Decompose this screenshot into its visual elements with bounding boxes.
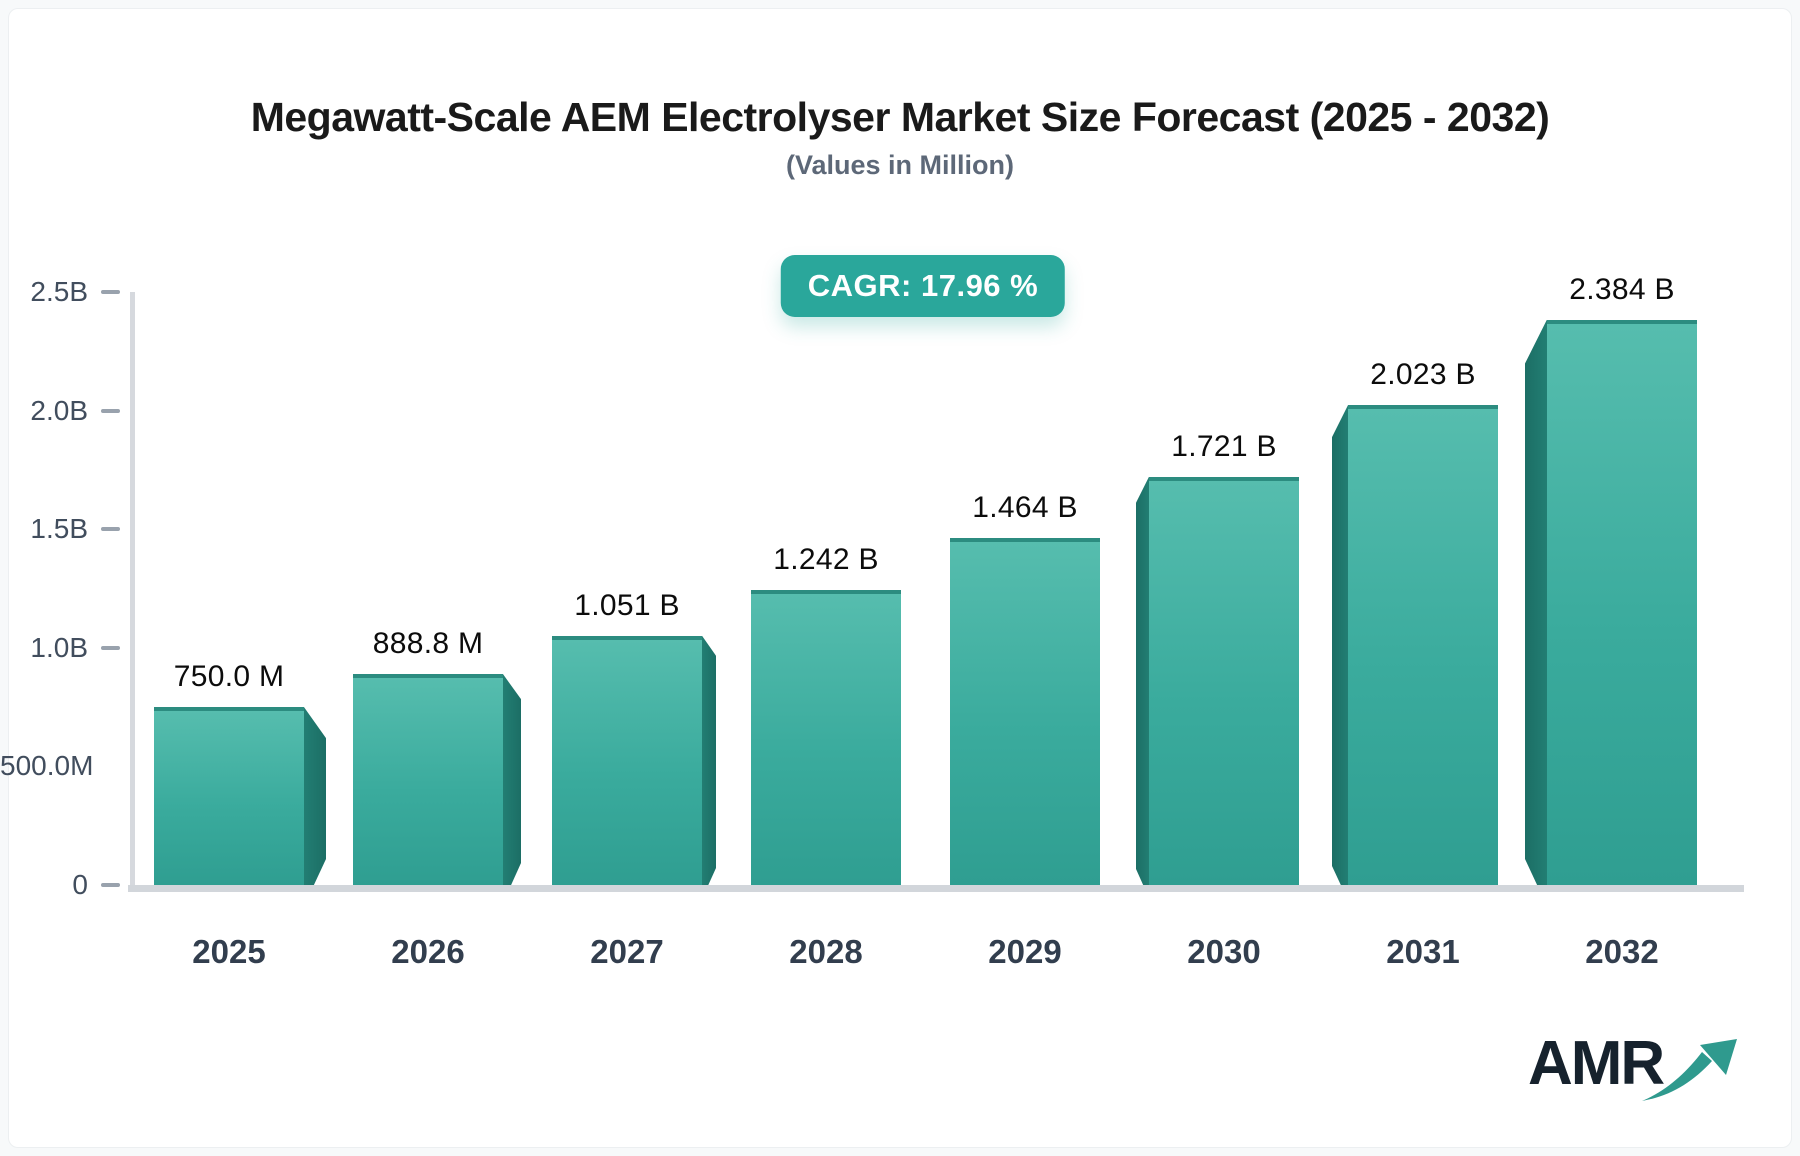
bar-value-label-2029: 1.464 B bbox=[972, 490, 1078, 524]
x-tick-label-2030: 2030 bbox=[1187, 933, 1261, 970]
bar-value-label-2031: 2.023 B bbox=[1370, 358, 1476, 392]
bar-face bbox=[552, 635, 702, 885]
y-tick-mark bbox=[101, 645, 120, 650]
x-tick-label-2025: 2025 bbox=[192, 933, 266, 970]
chart-title: Megawatt-Scale AEM Electrolyser Market S… bbox=[250, 94, 1550, 140]
bar-face bbox=[751, 590, 901, 885]
x-tick-label-2026: 2026 bbox=[391, 933, 465, 970]
bar-value-label-2032: 2.384 B bbox=[1569, 272, 1675, 306]
bar-value-label-2027: 1.051 B bbox=[574, 588, 680, 622]
amr-logo: AMR bbox=[1528, 1029, 1737, 1113]
bar-2026 bbox=[353, 674, 521, 885]
bar-2031 bbox=[1332, 405, 1498, 885]
bar-3d-side bbox=[1332, 405, 1348, 885]
bar-value-label-2030: 1.721 B bbox=[1171, 429, 1277, 463]
x-tick-label-2027: 2027 bbox=[590, 933, 664, 970]
y-tick-mark bbox=[101, 290, 120, 294]
cagr-badge: CAGR: 17.96 % bbox=[780, 255, 1066, 317]
bar-2030 bbox=[1136, 476, 1299, 885]
y-tick-mark bbox=[101, 883, 120, 887]
bar-3d-side bbox=[1525, 320, 1547, 885]
chart-subtitle: (Values in Million) bbox=[785, 150, 1015, 180]
bar-face bbox=[1149, 476, 1299, 885]
bar-2025 bbox=[154, 707, 326, 885]
y-axis-line bbox=[130, 292, 135, 892]
x-tick-label-2029: 2029 bbox=[988, 933, 1062, 970]
bar-3d-side bbox=[1136, 477, 1149, 885]
bar-value-label-2028: 1.242 B bbox=[773, 543, 879, 577]
x-tick-label-2031: 2031 bbox=[1386, 933, 1460, 970]
x-axis-line bbox=[128, 885, 1744, 892]
bar-2029 bbox=[950, 537, 1100, 885]
y-tick-label-1.5B: 1.5B bbox=[30, 513, 88, 545]
y-tick-mark bbox=[101, 408, 120, 413]
bar-face bbox=[950, 537, 1100, 885]
y-tick-label-2.5B: 2.5B bbox=[30, 276, 88, 307]
y-tick-label-1.0B: 1.0B bbox=[30, 631, 88, 663]
bar-2027 bbox=[552, 635, 716, 885]
bar-3d-side bbox=[702, 636, 716, 885]
bar-3d-side bbox=[304, 707, 326, 885]
trend-up-arrow-icon bbox=[1642, 1039, 1737, 1101]
amr-logo-text: AMR bbox=[1528, 1029, 1665, 1098]
bar-2028 bbox=[751, 590, 901, 885]
y-tick-mark bbox=[101, 527, 120, 532]
x-tick-label-2028: 2028 bbox=[789, 933, 863, 970]
y-tick-label-500.0M: 500.0M bbox=[0, 750, 94, 782]
bar-face bbox=[154, 707, 304, 885]
bar-2032 bbox=[1525, 319, 1697, 885]
y-tick-label-2.0B: 2.0B bbox=[30, 394, 88, 426]
bar-face bbox=[353, 674, 503, 885]
bar-3d-side bbox=[503, 674, 521, 885]
bar-face bbox=[1547, 319, 1697, 885]
y-tick-label-0: 0 bbox=[72, 869, 88, 900]
bar-value-label-2026: 888.8 M bbox=[372, 627, 484, 661]
bar-face bbox=[1348, 405, 1498, 885]
bar-value-label-2025: 750.0 M bbox=[173, 660, 285, 694]
x-tick-label-2032: 2032 bbox=[1585, 933, 1659, 970]
